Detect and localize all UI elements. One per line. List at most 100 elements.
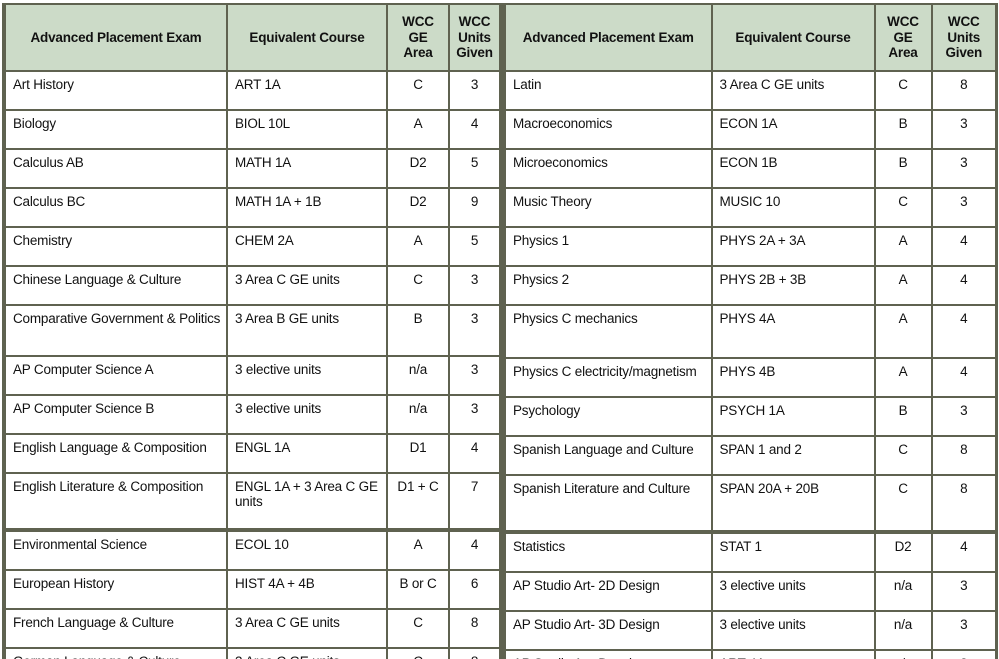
row-units-cell: 4 <box>930 265 998 306</box>
row-exam-cell: Statistics <box>502 530 713 573</box>
row-exam-cell: Chemistry <box>3 226 228 267</box>
row-ge-area-cell: A <box>873 357 933 398</box>
row-exam-cell: Physics C electricity/magnetism <box>502 357 713 398</box>
row-ge-area-cell: C <box>873 435 933 476</box>
row-ge-area-cell: C <box>873 70 933 111</box>
row-ge-area-cell: D2 <box>386 148 450 189</box>
row-exam-cell: Macroeconomics <box>502 109 713 150</box>
row-exam-cell: Physics 2 <box>502 265 713 306</box>
row-ge-area-cell: n/a <box>873 571 933 612</box>
row-course-cell: 3 elective units <box>710 610 876 651</box>
table-row: Comparative Government & Politics 3 Area … <box>3 304 501 357</box>
row-exam-cell: English Language & Composition <box>3 433 228 474</box>
column-header-course: Equivalent Course <box>710 3 876 72</box>
row-course-cell: HIST 4A + 4B <box>226 569 388 610</box>
row-course-cell: ENGL 1A <box>226 433 388 474</box>
row-exam-cell: Art History <box>3 70 228 111</box>
row-course-cell: PHYS 4B <box>710 357 876 398</box>
ap-table-left-header: Advanced Placement Exam Equivalent Cours… <box>3 3 501 72</box>
row-exam-cell: AP Computer Science A <box>3 355 228 396</box>
ap-table-left-body: Art History ART 1A C 3 Biology BIOL 10L A 4 Calc… <box>3 70 501 659</box>
row-ge-area-cell: D1 <box>386 433 450 474</box>
table-row: Environmental Science ECOL 10 A 4 <box>3 528 501 571</box>
row-units-cell: 3 <box>930 649 998 659</box>
row-exam-cell: Spanish Language and Culture <box>502 435 713 476</box>
table-row: Latin 3 Area C GE units C 8 <box>502 70 998 111</box>
row-units-cell: 4 <box>448 109 501 150</box>
row-units-cell: 4 <box>930 530 998 573</box>
row-ge-area-cell: D1 + C <box>386 472 450 531</box>
row-units-cell: 3 <box>448 394 501 435</box>
row-course-cell: ECOL 10 <box>226 528 388 571</box>
table-row: Physics C mechanics PHYS 4A A 4 <box>502 304 998 359</box>
row-course-cell: SPAN 1 and 2 <box>710 435 876 476</box>
ap-table-left: Advanced Placement Exam Equivalent Cours… <box>2 3 501 659</box>
row-course-cell: ECON 1B <box>710 148 876 189</box>
row-course-cell: 3 elective units <box>226 355 388 396</box>
table-row: Spanish Literature and Culture SPAN 20A +… <box>502 474 998 533</box>
row-course-cell: 3 Area C GE units <box>226 647 388 659</box>
table-row: AP Studio Art- 2D Design 3 elective units… <box>502 571 998 612</box>
row-ge-area-cell: n/a <box>873 610 933 651</box>
table-row: Music Theory MUSIC 10 C 3 <box>502 187 998 228</box>
table-row: AP Studio Art- DrawingART 4An/a3 <box>502 649 998 659</box>
row-units-cell: 3 <box>448 70 501 111</box>
row-course-cell: ECON 1A <box>710 109 876 150</box>
row-units-cell: 3 <box>930 109 998 150</box>
column-header-exam: Advanced Placement Exam <box>3 3 228 72</box>
row-course-cell: 3 Area C GE units <box>226 608 388 649</box>
row-ge-area-cell: A <box>386 226 450 267</box>
column-header-exam: Advanced Placement Exam <box>502 3 713 72</box>
table-row: Physics 1 PHYS 2A + 3A A 4 <box>502 226 998 267</box>
table-row: Physics C electricity/magnetism PHYS 4B A 4 <box>502 357 998 398</box>
row-units-cell: 3 <box>448 304 501 357</box>
row-course-cell: ENGL 1A + 3 Area C GE units <box>226 472 388 531</box>
row-course-cell: SPAN 20A + 20B <box>710 474 876 533</box>
row-exam-cell: Environmental Science <box>3 528 228 571</box>
table-row: English Literature & Composition ENGL 1A … <box>3 472 501 531</box>
row-units-cell: 8 <box>930 435 998 476</box>
row-ge-area-cell: C <box>873 187 933 228</box>
row-exam-cell: AP Studio Art- 3D Design <box>502 610 713 651</box>
row-ge-area-cell: B <box>873 109 933 150</box>
row-ge-area-cell: A <box>873 226 933 267</box>
row-course-cell: PSYCH 1A <box>710 396 876 437</box>
row-units-cell: 3 <box>448 265 501 306</box>
row-ge-area-cell: C <box>873 474 933 533</box>
row-ge-area-cell: C <box>386 608 450 649</box>
row-ge-area-cell: n/a <box>386 355 450 396</box>
row-ge-area-cell: C <box>386 70 450 111</box>
row-course-cell: 3 elective units <box>710 571 876 612</box>
table-row: Biology BIOL 10L A 4 <box>3 109 501 150</box>
column-header-units: WCC Units Given <box>930 3 998 72</box>
row-units-cell: 8 <box>930 70 998 111</box>
row-units-cell: 9 <box>448 187 501 228</box>
row-course-cell: MUSIC 10 <box>710 187 876 228</box>
row-ge-area-cell: D2 <box>386 187 450 228</box>
row-exam-cell: Microeconomics <box>502 148 713 189</box>
row-ge-area-cell: B <box>386 304 450 357</box>
row-course-cell: ART 4A <box>710 649 876 659</box>
row-exam-cell: Spanish Literature and Culture <box>502 474 713 533</box>
row-exam-cell: Physics 1 <box>502 226 713 267</box>
row-exam-cell: Calculus AB <box>3 148 228 189</box>
ap-table-right: Advanced Placement Exam Equivalent Cours… <box>501 3 998 659</box>
row-course-cell: MATH 1A <box>226 148 388 189</box>
row-ge-area-cell: A <box>873 265 933 306</box>
column-header-course: Equivalent Course <box>226 3 388 72</box>
row-units-cell: 8 <box>448 647 501 659</box>
row-units-cell: 4 <box>930 304 998 359</box>
table-row: English Language & Composition ENGL 1A D1 4 <box>3 433 501 474</box>
row-ge-area-cell: n/a <box>873 649 933 659</box>
row-ge-area-cell: A <box>386 528 450 571</box>
row-exam-cell: Calculus BC <box>3 187 228 228</box>
row-units-cell: 3 <box>930 610 998 651</box>
row-units-cell: 3 <box>930 187 998 228</box>
table-row: Chemistry CHEM 2A A 5 <box>3 226 501 267</box>
row-ge-area-cell: C <box>386 647 450 659</box>
row-units-cell: 3 <box>448 355 501 396</box>
table-row: French Language & Culture 3 Area C GE uni… <box>3 608 501 649</box>
